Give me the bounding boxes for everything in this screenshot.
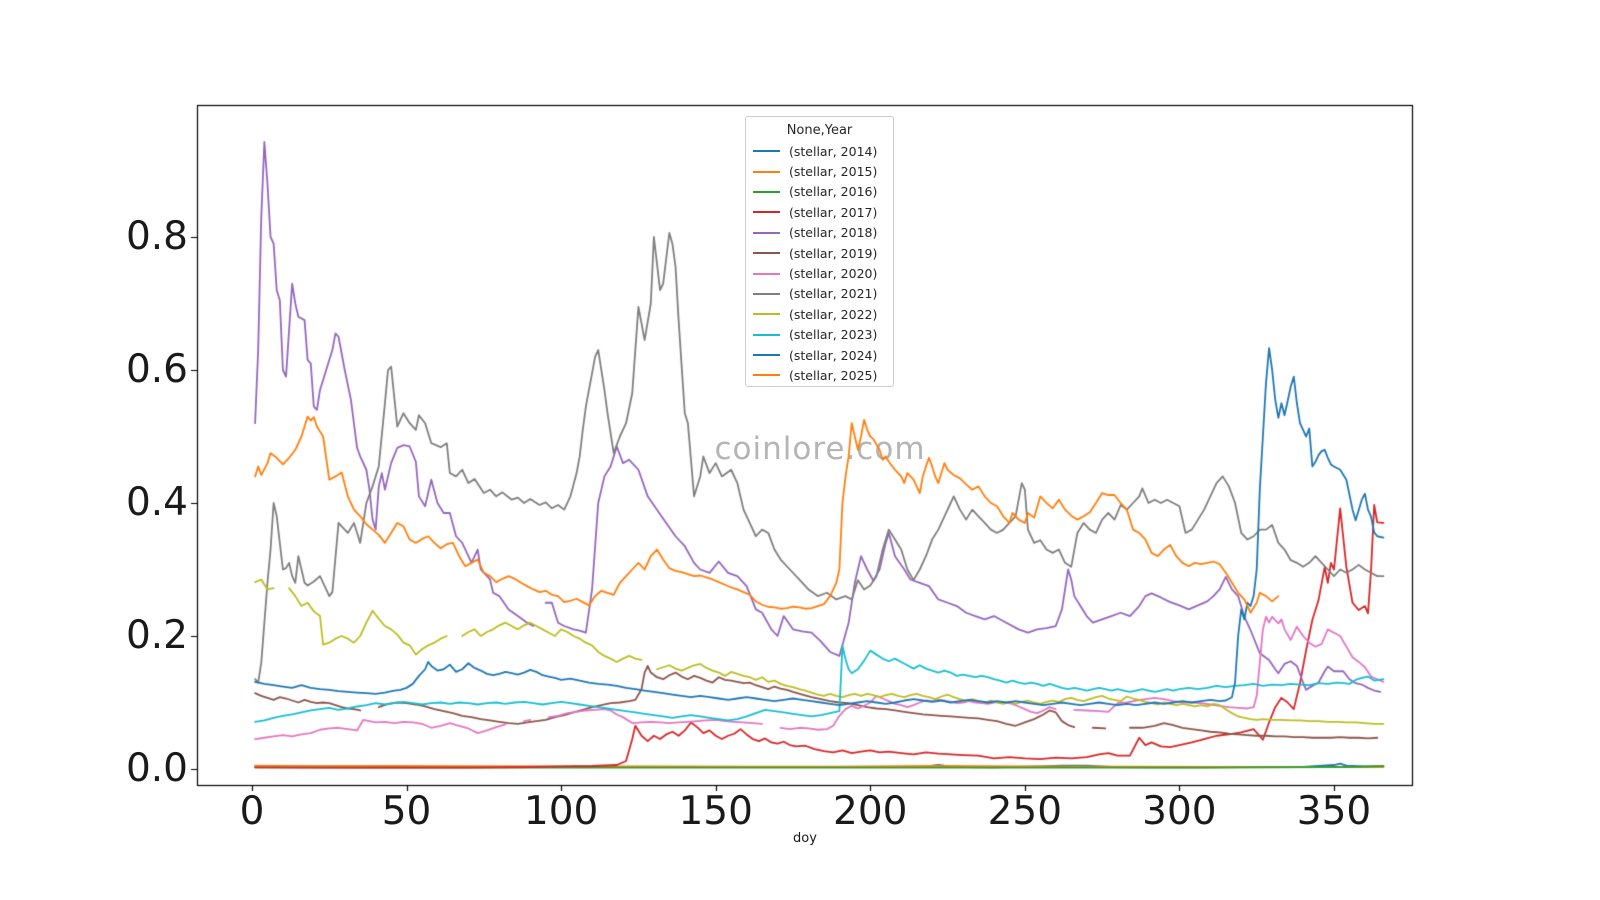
x-tick-label: 300 <box>1142 789 1217 834</box>
legend-title: None,Year <box>786 123 853 138</box>
legend-label-2014: (stellar, 2014) <box>789 143 878 159</box>
x-tick-label: 150 <box>678 789 753 834</box>
legend-entries: (stellar, 2014) (stellar, 2015) (stellar, … <box>746 141 893 386</box>
legend-label-2022: (stellar, 2022) <box>789 306 878 322</box>
legend-label-2020: (stellar, 2020) <box>789 266 878 282</box>
x-tick-label: 0 <box>239 789 265 834</box>
legend-label-2018: (stellar, 2018) <box>789 225 878 241</box>
legend-label-2015: (stellar, 2015) <box>789 164 878 180</box>
legend-entry-2023: (stellar, 2023) <box>746 325 893 345</box>
legend-entry-2018: (stellar, 2018) <box>746 223 893 243</box>
legend-entry-2021: (stellar, 2021) <box>746 284 893 304</box>
x-tick-label: 50 <box>381 789 432 834</box>
x-tick-label: 200 <box>833 789 908 834</box>
legend-line-sample-2016 <box>753 190 780 193</box>
legend-line-sample-2020 <box>753 272 780 275</box>
legend-label-2021: (stellar, 2021) <box>789 286 878 302</box>
legend-line-sample-2019 <box>753 252 780 255</box>
legend-entry-2016: (stellar, 2016) <box>746 182 893 202</box>
legend-label-2016: (stellar, 2016) <box>789 184 878 200</box>
legend: None,Year (stellar, 2014) (stellar, 2015)… <box>745 116 894 387</box>
x-tick-label: 100 <box>523 789 599 834</box>
legend-line-sample-2024 <box>753 354 780 357</box>
legend-entry-2024: (stellar, 2024) <box>746 345 893 365</box>
legend-label-2023: (stellar, 2023) <box>789 327 878 343</box>
y-tick-label: 0.0 <box>125 746 188 791</box>
legend-entry-2014: (stellar, 2014) <box>746 141 893 161</box>
legend-line-sample-2015 <box>753 170 780 173</box>
y-tick-label: 0.6 <box>125 347 188 392</box>
legend-label-2019: (stellar, 2019) <box>789 245 878 261</box>
legend-line-sample-2018 <box>753 231 780 234</box>
x-tick-label: 250 <box>987 789 1063 834</box>
legend-entry-2017: (stellar, 2017) <box>746 202 893 222</box>
y-tick-label: 0.8 <box>125 214 188 259</box>
legend-label-2024: (stellar, 2024) <box>789 347 878 363</box>
legend-line-sample-2022 <box>753 313 780 316</box>
legend-entry-2020: (stellar, 2020) <box>746 263 893 283</box>
legend-line-sample-2017 <box>753 211 780 214</box>
legend-entry-2019: (stellar, 2019) <box>746 243 893 263</box>
x-axis-label: doy <box>793 831 817 846</box>
legend-entry-2025: (stellar, 2025) <box>746 365 893 385</box>
legend-line-sample-2023 <box>753 333 780 336</box>
y-tick-label: 0.4 <box>125 480 188 525</box>
legend-label-2017: (stellar, 2017) <box>789 204 878 220</box>
legend-line-sample-2014 <box>753 150 780 153</box>
legend-line-sample-2025 <box>753 374 780 377</box>
y-tick-label: 0.2 <box>125 613 188 658</box>
legend-line-sample-2021 <box>753 292 780 295</box>
legend-entry-2015: (stellar, 2015) <box>746 161 893 181</box>
legend-entry-2022: (stellar, 2022) <box>746 304 893 324</box>
x-tick-label: 350 <box>1296 789 1372 834</box>
legend-label-2025: (stellar, 2025) <box>789 367 878 383</box>
